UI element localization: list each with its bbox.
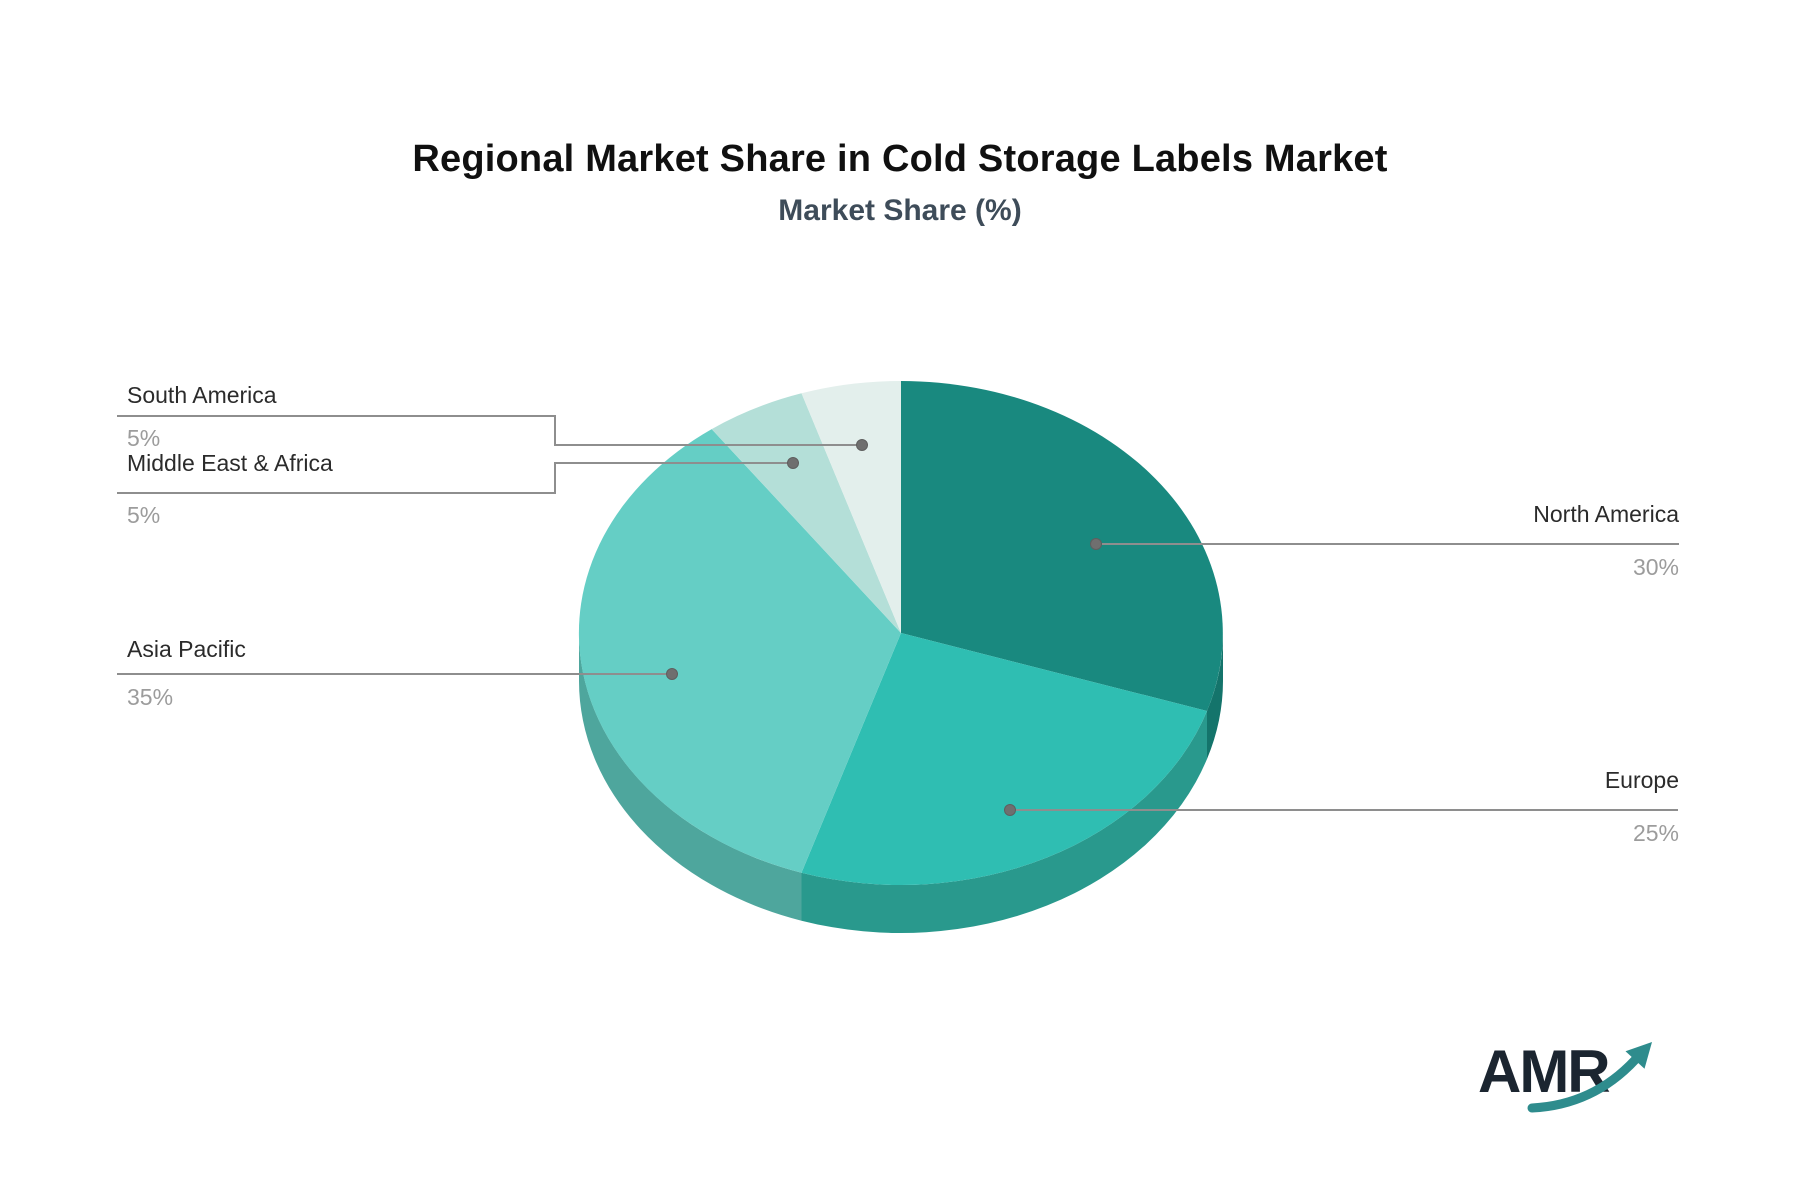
callout-line-south-america — [117, 415, 858, 446]
slice-middle-east-africa[interactable] — [711, 393, 901, 633]
callout-dot-middle-east-africa — [787, 457, 799, 469]
chart-subtitle: Market Share (%) — [778, 194, 1022, 227]
value-south-america: 5% — [127, 425, 161, 451]
label-north-america: North America — [1533, 501, 1679, 527]
label-asia-pacific: Asia Pacific — [127, 636, 246, 662]
pie-side-asia-pacific — [579, 633, 802, 921]
callout-dot-europe — [1004, 804, 1016, 816]
value-middle-east-africa: 5% — [127, 502, 161, 528]
callout-line-middle-east-africa — [117, 462, 789, 494]
pie-side-europe — [801, 711, 1207, 933]
slice-europe[interactable] — [801, 633, 1208, 885]
chart-title: Regional Market Share in Cold Storage La… — [412, 138, 1388, 180]
slice-north-america[interactable] — [901, 381, 1223, 711]
amr-logo-arrow-icon — [1527, 1042, 1652, 1113]
slice-asia-pacific[interactable] — [578, 429, 901, 873]
label-europe: Europe — [1604, 767, 1679, 793]
callout-dot-north-america — [1090, 538, 1102, 550]
value-north-america: 30% — [1632, 554, 1679, 580]
slice-south-america[interactable] — [801, 380, 902, 633]
value-asia-pacific: 35% — [127, 684, 174, 710]
callout-dot-asia-pacific — [666, 668, 678, 680]
label-middle-east-africa: Middle East & Africa — [127, 450, 333, 476]
callout-dot-south-america — [856, 439, 868, 451]
label-south-america: South America — [127, 382, 277, 408]
value-europe: 25% — [1632, 820, 1679, 846]
amr-logo: AMR — [1478, 1038, 1652, 1113]
pie-side-north-america — [1207, 633, 1223, 759]
